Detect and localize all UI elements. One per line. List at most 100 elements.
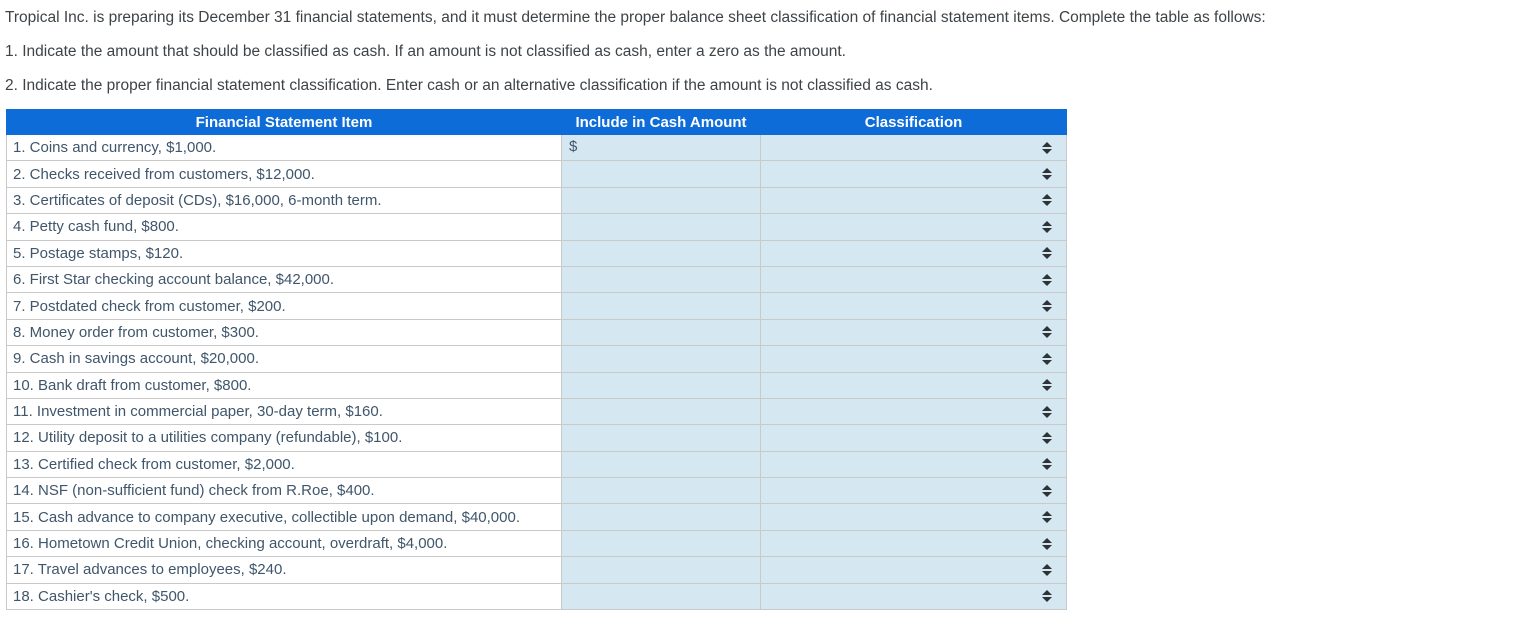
- classification-select[interactable]: [760, 371, 1067, 399]
- cash-amount-input[interactable]: [561, 424, 761, 452]
- arrow-down-icon: [1042, 465, 1052, 471]
- arrow-down-icon: [1042, 201, 1052, 207]
- classification-select[interactable]: [760, 186, 1067, 215]
- cash-amount-input[interactable]: [561, 160, 761, 188]
- classification-select[interactable]: [760, 133, 1067, 162]
- financial-statement-item-label: 6. First Star checking account balance, …: [6, 265, 562, 294]
- financial-statement-item-label: 1. Coins and currency, $1,000.: [6, 133, 562, 162]
- up-down-arrows-icon[interactable]: [1041, 537, 1053, 550]
- up-down-arrows-icon[interactable]: [1041, 194, 1053, 207]
- currency-prefix: $: [569, 138, 578, 155]
- classification-select[interactable]: [760, 397, 1067, 426]
- arrow-up-icon: [1042, 194, 1052, 200]
- table-row: 10. Bank draft from customer, $800.: [6, 371, 1067, 399]
- financial-statement-item-label: 17. Travel advances to employees, $240.: [6, 556, 562, 584]
- arrow-up-icon: [1042, 300, 1052, 306]
- cash-amount-input[interactable]: [561, 397, 761, 426]
- cash-amount-input[interactable]: [561, 345, 761, 373]
- classification-select[interactable]: [760, 503, 1067, 531]
- table-row: 9. Cash in savings account, $20,000.: [6, 345, 1067, 373]
- cash-amount-input[interactable]: [561, 213, 761, 241]
- up-down-arrows-icon[interactable]: [1041, 247, 1053, 260]
- cash-amount-input[interactable]: [561, 318, 761, 347]
- classification-select[interactable]: [760, 160, 1067, 188]
- financial-statement-item-label: 18. Cashier's check, $500.: [6, 582, 562, 611]
- arrow-up-icon: [1042, 484, 1052, 490]
- up-down-arrows-icon[interactable]: [1041, 431, 1053, 444]
- cash-amount-input[interactable]: [561, 292, 761, 320]
- classification-select[interactable]: [760, 556, 1067, 584]
- arrow-up-icon: [1042, 247, 1052, 253]
- cash-amount-input[interactable]: [561, 582, 761, 611]
- arrow-up-icon: [1042, 405, 1052, 411]
- cash-amount-input[interactable]: [561, 265, 761, 294]
- financial-statement-item-label: 11. Investment in commercial paper, 30-d…: [6, 397, 562, 426]
- up-down-arrows-icon[interactable]: [1041, 168, 1053, 181]
- cash-amount-input[interactable]: [561, 239, 761, 267]
- classification-select[interactable]: [760, 450, 1067, 479]
- up-down-arrows-icon[interactable]: [1041, 511, 1053, 524]
- financial-statement-item-label: 2. Checks received from customers, $12,0…: [6, 160, 562, 188]
- up-down-arrows-icon[interactable]: [1041, 273, 1053, 286]
- table-row: 4. Petty cash fund, $800.: [6, 213, 1067, 241]
- arrow-down-icon: [1042, 386, 1052, 392]
- table-row: 11. Investment in commercial paper, 30-d…: [6, 397, 1067, 426]
- arrow-down-icon: [1042, 570, 1052, 576]
- up-down-arrows-icon[interactable]: [1041, 590, 1053, 603]
- classification-select[interactable]: [760, 529, 1067, 558]
- table-row: 8. Money order from customer, $300.: [6, 318, 1067, 347]
- up-down-arrows-icon[interactable]: [1041, 484, 1053, 497]
- cash-amount-input[interactable]: [561, 503, 761, 531]
- up-down-arrows-icon[interactable]: [1041, 300, 1053, 313]
- table-row: 3. Certificates of deposit (CDs), $16,00…: [6, 186, 1067, 215]
- arrow-down-icon: [1042, 280, 1052, 286]
- arrow-down-icon: [1042, 544, 1052, 550]
- cash-amount-input[interactable]: [561, 556, 761, 584]
- column-header-include-in-cash-amount: Include in Cash Amount: [561, 109, 761, 135]
- financial-statement-item-label: 13. Certified check from customer, $2,00…: [6, 450, 562, 479]
- arrow-up-icon: [1042, 141, 1052, 147]
- table-row: 2. Checks received from customers, $12,0…: [6, 160, 1067, 188]
- arrow-up-icon: [1042, 220, 1052, 226]
- cash-amount-input[interactable]: [561, 529, 761, 558]
- up-down-arrows-icon[interactable]: [1041, 141, 1053, 154]
- table-row: 5. Postage stamps, $120.: [6, 239, 1067, 267]
- table-row: 7. Postdated check from customer, $200.: [6, 292, 1067, 320]
- table-row: 1. Coins and currency, $1,000. $: [6, 133, 1067, 162]
- classification-select[interactable]: [760, 318, 1067, 347]
- classification-select[interactable]: [760, 265, 1067, 294]
- classification-select[interactable]: [760, 477, 1067, 505]
- instructions-block: Tropical Inc. is preparing its December …: [5, 7, 1516, 96]
- cash-amount-input[interactable]: [561, 450, 761, 479]
- arrow-up-icon: [1042, 326, 1052, 332]
- up-down-arrows-icon[interactable]: [1041, 405, 1053, 418]
- cash-amount-input[interactable]: [561, 477, 761, 505]
- up-down-arrows-icon[interactable]: [1041, 220, 1053, 233]
- financial-statement-item-label: 14. NSF (non-sufficient fund) check from…: [6, 477, 562, 505]
- classification-select[interactable]: [760, 292, 1067, 320]
- table-row: 17. Travel advances to employees, $240.: [6, 556, 1067, 584]
- classification-select[interactable]: [760, 424, 1067, 452]
- classification-table: Financial Statement Item Include in Cash…: [6, 109, 1067, 611]
- up-down-arrows-icon[interactable]: [1041, 563, 1053, 576]
- up-down-arrows-icon[interactable]: [1041, 326, 1053, 339]
- up-down-arrows-icon[interactable]: [1041, 458, 1053, 471]
- up-down-arrows-icon[interactable]: [1041, 379, 1053, 392]
- arrow-down-icon: [1042, 518, 1052, 524]
- classification-select[interactable]: [760, 213, 1067, 241]
- arrow-down-icon: [1042, 333, 1052, 339]
- cash-amount-input[interactable]: [561, 186, 761, 215]
- financial-statement-item-label: 7. Postdated check from customer, $200.: [6, 292, 562, 320]
- up-down-arrows-icon[interactable]: [1041, 352, 1053, 365]
- classification-select[interactable]: [760, 239, 1067, 267]
- classification-select[interactable]: [760, 345, 1067, 373]
- classification-select[interactable]: [760, 582, 1067, 611]
- table-body: 1. Coins and currency, $1,000. $ 2. Chec…: [6, 133, 1067, 611]
- column-header-financial-statement-item: Financial Statement Item: [6, 109, 562, 135]
- instructions-intro: Tropical Inc. is preparing its December …: [5, 9, 1266, 26]
- arrow-up-icon: [1042, 352, 1052, 358]
- financial-statement-item-label: 16. Hometown Credit Union, checking acco…: [6, 529, 562, 558]
- arrow-down-icon: [1042, 491, 1052, 497]
- cash-amount-input[interactable]: [561, 371, 761, 399]
- cash-amount-input[interactable]: $: [561, 133, 761, 162]
